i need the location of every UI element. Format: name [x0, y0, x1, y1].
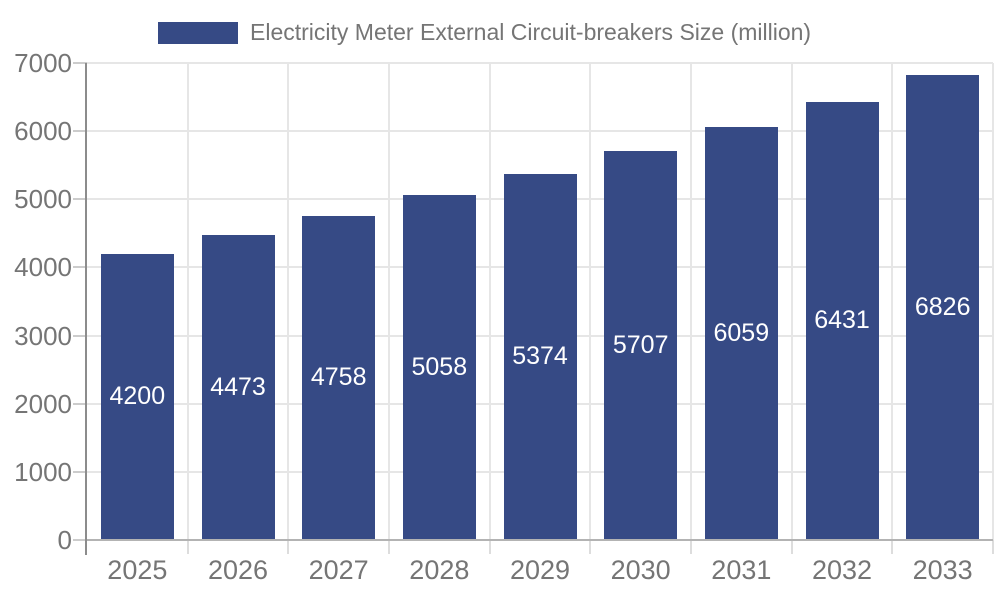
bar-2025[interactable]: 4200 — [100, 253, 174, 540]
bar-2033[interactable]: 6826 — [906, 74, 980, 540]
bar-value-label: 5374 — [512, 342, 568, 371]
x-axis-label: 2025 — [107, 555, 168, 585]
legend-swatch-icon — [158, 21, 238, 44]
y-axis-label: 1000 — [14, 456, 72, 487]
v-gridline — [287, 63, 290, 540]
y-axis-tick — [73, 198, 87, 201]
v-gridline — [186, 63, 189, 540]
bar-2027[interactable]: 4758 — [302, 215, 376, 540]
y-axis-label: 4000 — [14, 252, 72, 283]
bar-value-label: 4200 — [109, 382, 166, 411]
v-gridline — [992, 63, 994, 540]
x-axis-tick — [488, 540, 491, 554]
x-axis-label: 2026 — [207, 555, 269, 585]
bar-value-label: 4758 — [310, 363, 367, 392]
bar-2028[interactable]: 5058 — [402, 195, 476, 540]
bar-2032[interactable]: 6431 — [805, 101, 879, 540]
x-axis-tick — [287, 540, 290, 554]
h-gridline — [87, 62, 993, 64]
y-axis-label: 0 — [57, 525, 72, 555]
y-axis-tick — [73, 402, 87, 405]
bar-2031[interactable]: 6059 — [704, 127, 778, 540]
x-axis-tick — [790, 540, 793, 554]
y-axis-label: 5000 — [14, 184, 72, 215]
y-axis-label: 3000 — [14, 320, 72, 351]
y-axis-label: 7000 — [14, 48, 72, 78]
y-axis-tick — [73, 470, 87, 473]
bar-2029[interactable]: 5374 — [503, 173, 577, 540]
v-gridline — [790, 63, 793, 540]
bar-value-label: 6059 — [713, 319, 770, 348]
y-axis-tick — [73, 539, 87, 541]
bar-value-label: 4473 — [210, 373, 266, 402]
x-axis-tick — [690, 540, 692, 554]
x-axis-tick — [186, 540, 189, 554]
y-axis-line — [85, 63, 87, 555]
v-gridline — [891, 63, 894, 540]
bar-value-label: 5058 — [411, 353, 468, 382]
x-axis-label: 2027 — [308, 555, 369, 585]
bar-value-label: 5707 — [612, 331, 669, 360]
y-axis-tick — [73, 130, 87, 133]
v-gridline — [690, 63, 692, 540]
bar-value-label: 6431 — [814, 306, 870, 335]
x-axis-tick — [589, 540, 592, 554]
y-axis-label: 2000 — [14, 388, 72, 419]
bar-2030[interactable]: 5707 — [604, 151, 678, 540]
legend-label: Electricity Meter External Circuit-break… — [250, 19, 812, 45]
x-axis-label: 2029 — [509, 555, 571, 585]
x-axis-label: 2028 — [409, 555, 470, 585]
x-axis-tick — [992, 540, 994, 554]
x-axis-label: 2031 — [711, 555, 772, 585]
x-axis-line — [87, 539, 993, 541]
chart-legend-item[interactable]: Electricity Meter External Circuit-break… — [158, 19, 811, 46]
x-axis-tick — [388, 540, 390, 554]
x-axis-label: 2033 — [912, 555, 973, 585]
v-gridline — [589, 63, 592, 540]
h-gridline — [87, 130, 993, 133]
v-gridline — [488, 63, 491, 540]
y-axis-label: 6000 — [14, 116, 72, 147]
bar-2026[interactable]: 4473 — [201, 235, 275, 540]
v-gridline — [388, 63, 390, 540]
x-axis-tick — [891, 540, 894, 554]
y-axis-tick — [73, 334, 87, 337]
x-axis-label: 2032 — [811, 555, 873, 585]
bar-value-label: 6826 — [914, 292, 971, 321]
x-axis-label: 2030 — [610, 555, 671, 585]
y-axis-tick — [73, 62, 87, 64]
y-axis-tick — [73, 266, 87, 269]
